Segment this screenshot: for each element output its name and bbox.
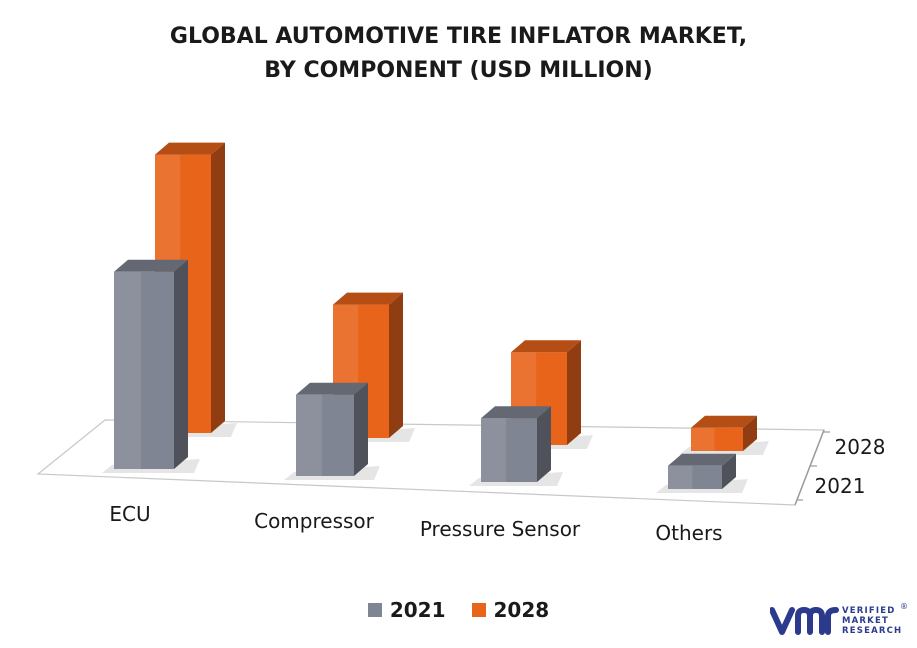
bar-side-face: [722, 453, 736, 489]
bar-front-face: [481, 418, 537, 482]
chart-title: GLOBAL AUTOMOTIVE TIRE INFLATOR MARKET, …: [0, 20, 917, 88]
bar-side-face: [389, 292, 403, 438]
brand-line-3: RESEARCH: [842, 626, 903, 636]
legend-label-2028: 2028: [493, 598, 550, 622]
brand-logo: VERIFIED MARKET RESEARCH ®: [769, 602, 910, 644]
depth-label: 2021: [815, 474, 866, 498]
bar-2021-compressor: [284, 382, 380, 480]
bar-2028-others: [679, 415, 769, 455]
legend-item-2028: 2028: [471, 598, 550, 622]
depth-axis-line: [794, 429, 825, 506]
brand-line-2: MARKET: [842, 616, 889, 626]
legend-swatch-2028: [471, 603, 486, 617]
category-label: Compressor: [254, 509, 375, 533]
category-label: Pressure Sensor: [420, 517, 581, 541]
bar-side-face: [211, 142, 225, 433]
legend-swatch-2021: [367, 603, 382, 617]
chart-bars: [102, 142, 769, 493]
bar-side-face: [567, 340, 581, 445]
category-label: Others: [655, 521, 722, 545]
bar-top-face: [668, 453, 736, 466]
bar-side-face: [174, 259, 188, 469]
bar-2021-ecu: [102, 259, 200, 473]
bar-2021-pressure-sensor: [469, 406, 563, 486]
legend-item-2021: 2021: [367, 598, 446, 622]
bar-side-face: [743, 415, 757, 451]
bar-highlight: [296, 394, 323, 476]
bar-side-face: [354, 382, 368, 476]
bar-highlight: [114, 271, 141, 469]
bar-top-face: [481, 406, 551, 419]
chart-legend: 2021 2028: [0, 598, 917, 622]
bar-top-face: [691, 415, 757, 428]
bar-front-face: [296, 394, 354, 476]
bar-front-face: [668, 465, 722, 489]
bar-top-face: [296, 382, 368, 395]
bar-highlight: [691, 427, 715, 451]
bar-highlight: [668, 465, 693, 489]
bar-2021-others: [656, 453, 748, 493]
bar-front-face: [691, 427, 743, 451]
registered-mark: ®: [900, 602, 908, 611]
legend-label-2021: 2021: [389, 598, 446, 622]
chart-title-line-1: GLOBAL AUTOMOTIVE TIRE INFLATOR MARKET,: [169, 24, 748, 49]
bar-top-face: [333, 292, 403, 305]
chart-floor: [36, 419, 830, 506]
bar-top-face: [114, 259, 188, 272]
vmr-logo-mark: [769, 606, 839, 635]
brand-wordmark: VERIFIED MARKET RESEARCH: [842, 606, 902, 636]
bar-top-face: [155, 142, 225, 155]
category-label: ECU: [109, 502, 150, 526]
bar-side-face: [537, 406, 551, 482]
chart-title-line-2: BY COMPONENT (USD MILLION): [264, 58, 653, 83]
bar-front-face: [114, 271, 174, 469]
chart-labels: ECU Compressor Pressure Sensor Others 2028 20…: [109, 435, 885, 545]
depth-label: 2028: [835, 435, 886, 459]
brand-line-1: VERIFIED: [842, 606, 896, 616]
bar-top-face: [511, 340, 581, 353]
bar-highlight: [481, 418, 507, 482]
